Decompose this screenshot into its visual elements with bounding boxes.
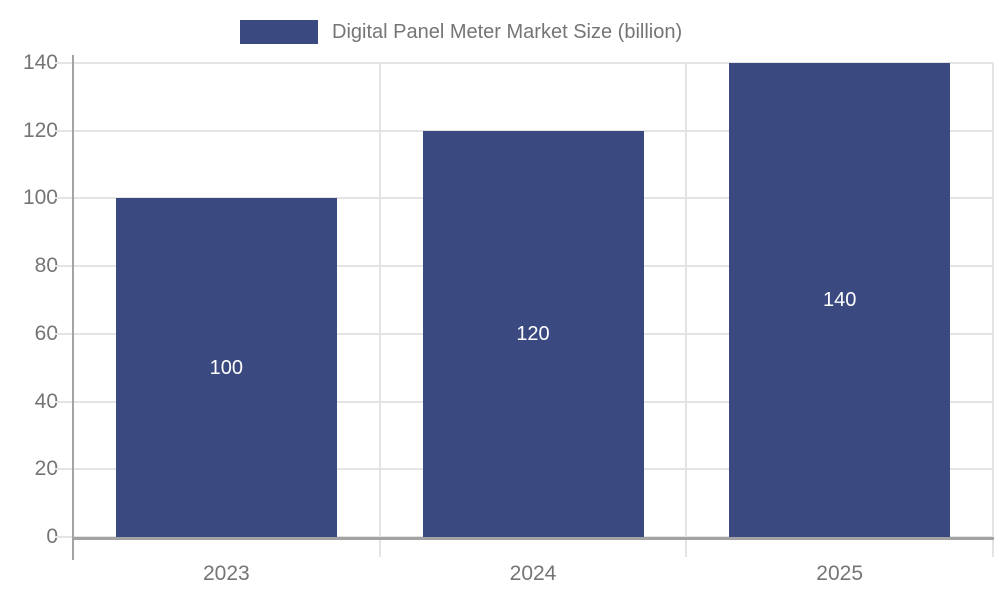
y-tick-mark [55,129,73,132]
x-tick-label: 2023 [202,562,250,585]
bar[interactable] [115,198,337,537]
y-tick-label: 0 [46,525,58,548]
gridline-h [73,62,993,64]
bar[interactable] [729,63,951,537]
y-tick-label: 140 [22,51,58,74]
y-tick-label: 60 [34,321,58,345]
y-tick-mark [55,536,73,538]
x-tick-label: 2024 [509,562,557,585]
y-tick-label: 40 [34,389,58,413]
y-tick-mark [55,265,73,268]
gridline-v [378,63,381,557]
gridline-v [685,63,688,557]
gridline-v [992,63,994,557]
y-tick-label: 80 [34,254,58,278]
legend-swatch [240,20,318,44]
legend[interactable]: Digital Panel Meter Market Size (billion… [240,18,682,46]
y-tick-mark [55,197,73,200]
bar-value-label: 140 [822,289,857,311]
y-tick-mark [55,332,73,335]
x-axis-line [72,537,994,540]
y-tick-mark [55,62,73,64]
y-tick-label: 120 [22,118,58,142]
y-axis-line [72,55,74,560]
legend-label: Digital Panel Meter Market Size (billion… [332,20,683,43]
y-tick-label: 100 [22,186,58,210]
bar-value-label: 120 [516,322,550,345]
y-tick-mark [55,468,73,471]
x-tick-label: 2025 [816,562,864,585]
bar-value-label: 100 [209,356,244,379]
y-tick-mark [55,400,73,403]
y-tick-label: 20 [34,457,58,481]
bar[interactable] [422,130,644,537]
